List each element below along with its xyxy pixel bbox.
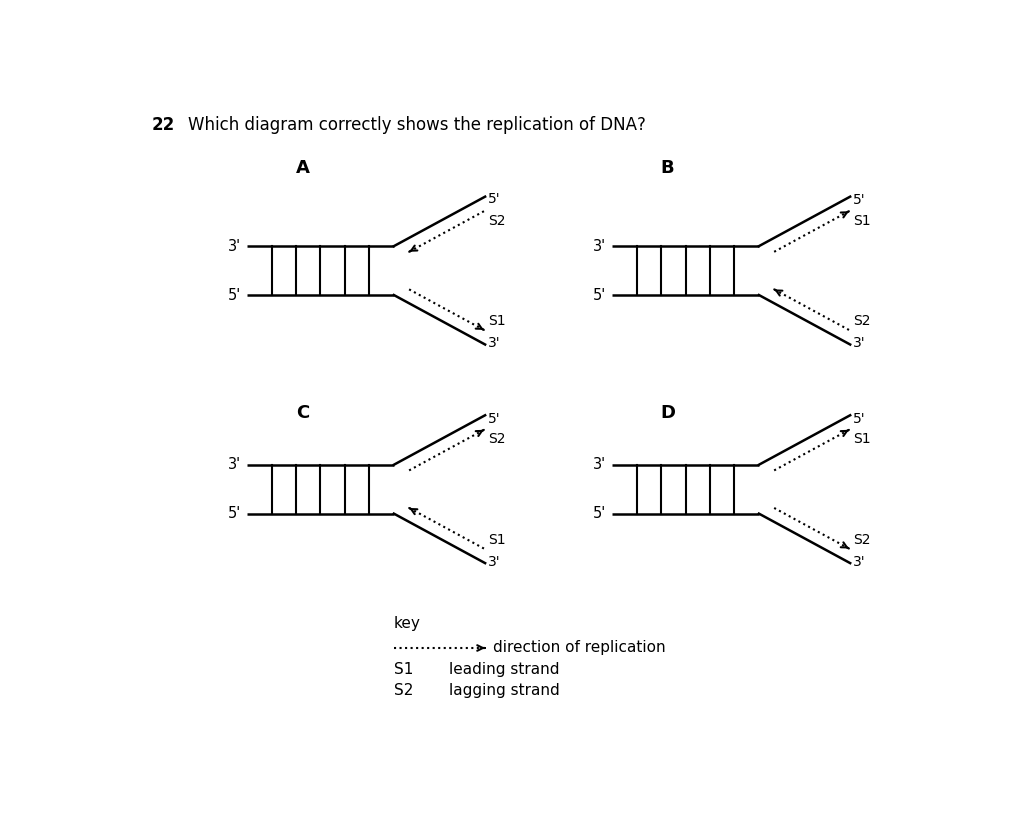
- Text: C: C: [296, 403, 309, 422]
- Text: leading strand: leading strand: [450, 661, 560, 676]
- Text: 5': 5': [593, 287, 606, 302]
- Text: S1: S1: [394, 661, 414, 676]
- Text: 5': 5': [593, 506, 606, 521]
- Text: S2: S2: [487, 433, 506, 447]
- Text: 5': 5': [227, 506, 241, 521]
- Text: D: D: [660, 403, 675, 422]
- Text: S1: S1: [487, 533, 506, 547]
- Text: 3': 3': [227, 239, 241, 254]
- Text: S2: S2: [853, 533, 870, 547]
- Text: key: key: [394, 615, 421, 630]
- Text: B: B: [660, 159, 675, 177]
- Text: lagging strand: lagging strand: [450, 683, 560, 698]
- Text: 3': 3': [487, 555, 501, 569]
- Text: S2: S2: [853, 314, 870, 328]
- Text: 3': 3': [593, 458, 606, 473]
- Text: 3': 3': [853, 555, 865, 569]
- Text: S1: S1: [853, 214, 870, 228]
- Text: A: A: [296, 159, 309, 177]
- Text: S1: S1: [853, 433, 870, 447]
- Text: 5': 5': [853, 412, 865, 426]
- Text: S2: S2: [394, 683, 414, 698]
- Text: 22: 22: [152, 116, 175, 134]
- Text: 3': 3': [487, 337, 501, 351]
- Text: 3': 3': [227, 458, 241, 473]
- Text: 5': 5': [227, 287, 241, 302]
- Text: S2: S2: [487, 215, 506, 229]
- Text: S1: S1: [487, 314, 506, 328]
- Text: Which diagram correctly shows the replication of DNA?: Which diagram correctly shows the replic…: [187, 116, 645, 134]
- Text: direction of replication: direction of replication: [494, 640, 666, 655]
- Text: 3': 3': [593, 239, 606, 254]
- Text: 3': 3': [853, 337, 865, 351]
- Text: 5': 5': [487, 412, 501, 426]
- Text: 5': 5': [853, 194, 865, 207]
- Text: 5': 5': [487, 192, 501, 206]
